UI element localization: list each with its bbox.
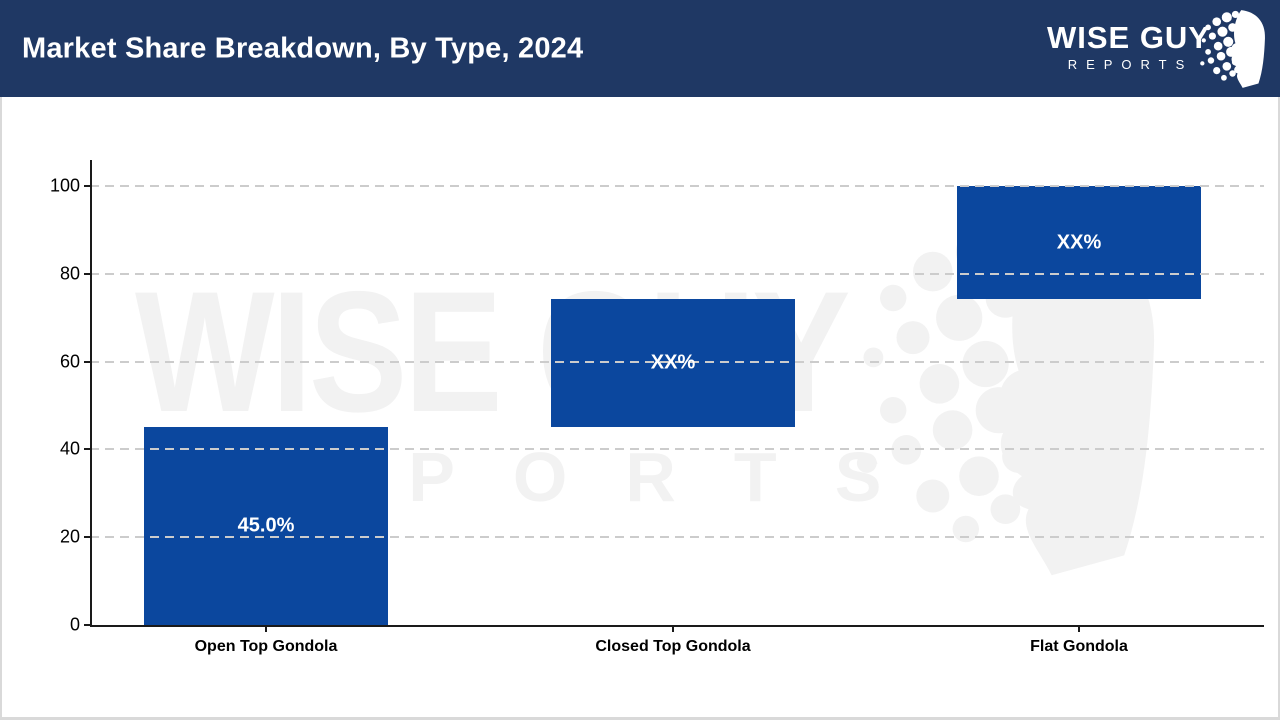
- wiseguy-head-icon: [1200, 10, 1265, 88]
- bar: [551, 299, 795, 428]
- brand-subtitle: REPORTS: [1067, 56, 1194, 72]
- plot-area: WISE GUY REPORTS 45.0% Open Top Gondola XX…: [2, 97, 1280, 717]
- gridline: [90, 185, 1264, 187]
- y-tick-mark: [84, 448, 90, 451]
- gridline: [90, 360, 1264, 363]
- header-bar: Market Share Breakdown, By Type, 2024 WI…: [0, 0, 1280, 97]
- y-tick-mark: [84, 624, 90, 626]
- bar: [957, 186, 1201, 300]
- y-tick-mark: [84, 272, 90, 275]
- y-tick-label: 80: [59, 263, 80, 284]
- x-tick-mark: [1078, 625, 1080, 632]
- page-title: Market Share Breakdown, By Type, 2024: [22, 32, 584, 64]
- category-label: Closed Top Gondola: [595, 638, 751, 655]
- y-tick-label: 40: [59, 438, 80, 459]
- y-tick-label: 20: [59, 526, 80, 547]
- brand-wordmark: WISE GUY REPORTS: [1046, 20, 1210, 72]
- y-tick-label: 0: [69, 614, 80, 635]
- gridline: [90, 272, 1264, 275]
- gridline: [90, 536, 1264, 539]
- y-tick-mark: [84, 360, 90, 363]
- y-tick-label: 60: [59, 351, 80, 372]
- bar: [144, 427, 388, 625]
- category-label: Open Top Gondola: [194, 638, 338, 655]
- bar-value-label: 45.0%: [237, 514, 295, 537]
- category-label: Flat Gondola: [1030, 638, 1128, 655]
- bar-value-label: XX%: [650, 351, 696, 374]
- y-tick-mark: [84, 536, 90, 539]
- brand-logo: WISE GUY REPORTS: [1022, 0, 1272, 97]
- bar-value-label: XX%: [1056, 231, 1102, 254]
- y-tick-mark: [84, 185, 90, 187]
- y-axis-spine: [90, 160, 92, 627]
- brand-name: WISE GUY: [1046, 20, 1210, 55]
- gridline: [90, 448, 1264, 451]
- x-axis-spine: [90, 625, 1264, 627]
- y-tick-label: 100: [49, 175, 80, 196]
- x-tick-mark: [672, 625, 674, 632]
- x-tick-mark: [265, 625, 267, 632]
